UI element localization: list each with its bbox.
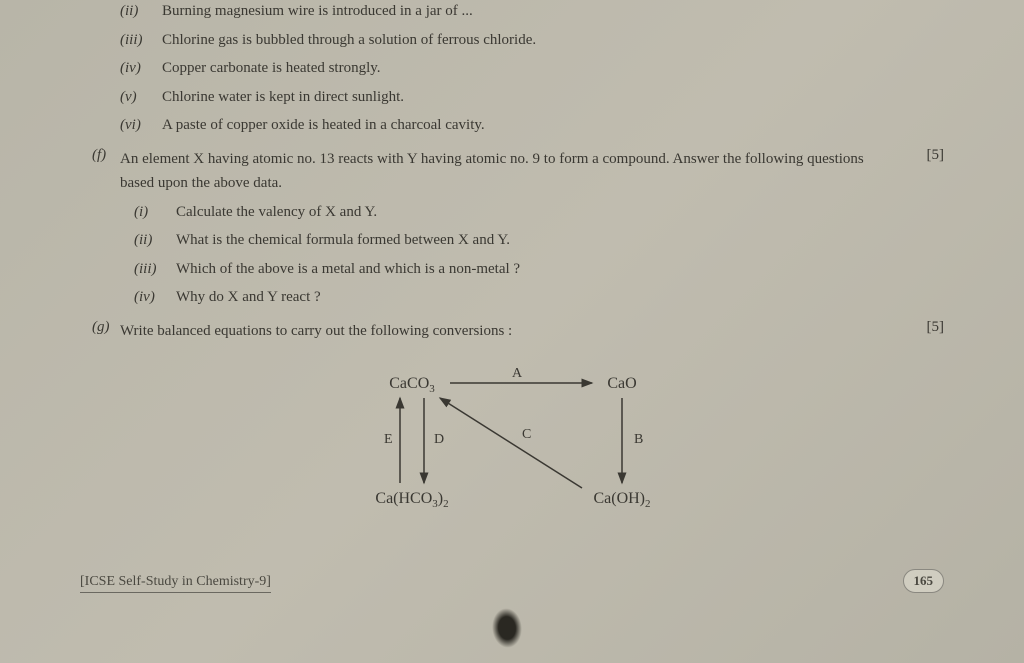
- list-item: (iii) Which of the above is a metal and …: [134, 258, 944, 281]
- footer-title: [ICSE Self-Study in Chemistry-9]: [80, 574, 271, 593]
- node-caoh2: Ca(OH)2: [593, 490, 650, 510]
- item-number: (iii): [120, 29, 162, 52]
- list-item: (i) Calculate the valency of X and Y.: [134, 201, 944, 224]
- list-item: (iv) Copper carbonate is heated strongly…: [120, 57, 944, 80]
- label-a: A: [512, 366, 523, 381]
- conversion-diagram: CaCO3 CaO Ca(HCO3)2 Ca(OH)2 A B C D E: [120, 363, 944, 523]
- question-text: An element X having atomic no. 13 reacts…: [120, 147, 904, 195]
- item-text: Which of the above is a metal and which …: [176, 258, 944, 281]
- items-list-e: (ii) Burning magnesium wire is introduce…: [120, 0, 944, 137]
- item-number: (iii): [134, 258, 176, 281]
- item-number: (iv): [134, 286, 176, 309]
- arrow-c: [440, 398, 582, 488]
- marks-label: [5]: [904, 147, 944, 195]
- ink-smudge: [490, 607, 523, 649]
- item-text: Burning magnesium wire is introduced in …: [162, 0, 944, 23]
- diagram-svg: CaCO3 CaO Ca(HCO3)2 Ca(OH)2 A B C D E: [332, 363, 732, 523]
- label-e: E: [384, 432, 393, 447]
- page-content: (ii) Burning magnesium wire is introduce…: [0, 0, 1024, 583]
- list-item: (v) Chlorine water is kept in direct sun…: [120, 86, 944, 109]
- label-b: B: [634, 432, 643, 447]
- item-text: Chlorine gas is bubbled through a soluti…: [162, 29, 944, 52]
- list-item: (vi) A paste of copper oxide is heated i…: [120, 114, 944, 137]
- node-cao: CaO: [607, 375, 636, 392]
- item-number: (ii): [134, 229, 176, 252]
- question-f: (f) An element X having atomic no. 13 re…: [120, 147, 944, 195]
- item-text: A paste of copper oxide is heated in a c…: [162, 114, 944, 137]
- item-number: (vi): [120, 114, 162, 137]
- list-item: (iv) Why do X and Y react ?: [134, 286, 944, 309]
- question-g: (g) Write balanced equations to carry ou…: [120, 319, 944, 343]
- label-c: C: [522, 427, 531, 442]
- page-number: 165: [903, 569, 945, 593]
- list-item: (iii) Chlorine gas is bubbled through a …: [120, 29, 944, 52]
- item-text: Chlorine water is kept in direct sunligh…: [162, 86, 944, 109]
- marks-label: [5]: [904, 319, 944, 343]
- question-text: Write balanced equations to carry out th…: [120, 319, 904, 343]
- item-text: Calculate the valency of X and Y.: [176, 201, 944, 224]
- question-number: (g): [92, 319, 120, 343]
- item-number: (iv): [120, 57, 162, 80]
- list-item: (ii) What is the chemical formula formed…: [134, 229, 944, 252]
- node-caco3: CaCO3: [389, 375, 435, 395]
- item-number: (ii): [120, 0, 162, 23]
- node-cahco3: Ca(HCO3)2: [375, 490, 448, 510]
- subitems-f: (i) Calculate the valency of X and Y. (i…: [134, 201, 944, 309]
- list-item: (ii) Burning magnesium wire is introduce…: [120, 0, 944, 23]
- item-text: What is the chemical formula formed betw…: [176, 229, 944, 252]
- label-d: D: [434, 432, 444, 447]
- item-text: Why do X and Y react ?: [176, 286, 944, 309]
- question-number: (f): [92, 147, 120, 195]
- page-footer: [ICSE Self-Study in Chemistry-9] 165: [80, 569, 944, 593]
- item-number: (i): [134, 201, 176, 224]
- item-text: Copper carbonate is heated strongly.: [162, 57, 944, 80]
- item-number: (v): [120, 86, 162, 109]
